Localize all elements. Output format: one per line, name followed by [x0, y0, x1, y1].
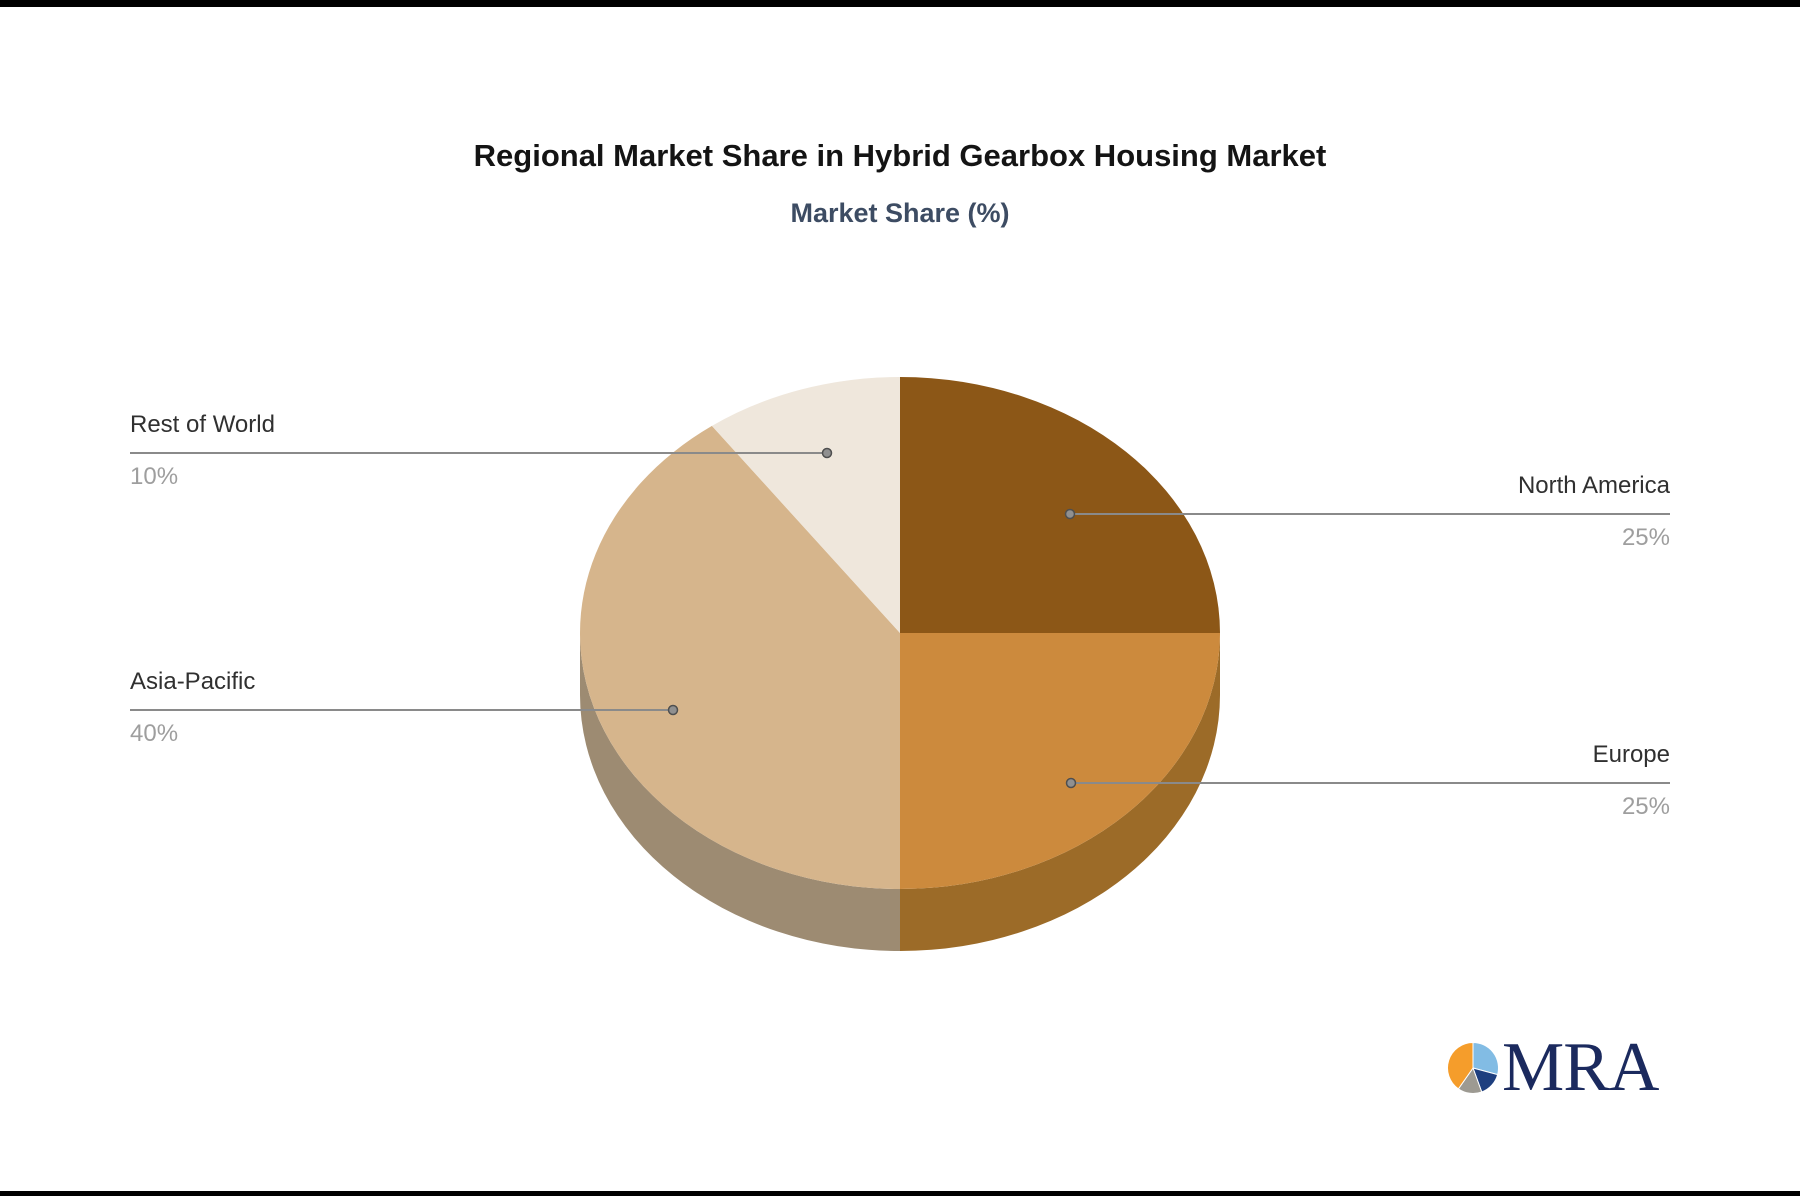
pie-logo-icon: [1447, 1041, 1499, 1094]
logo-text: MRA: [1502, 1029, 1659, 1106]
pie-3d-sides: [580, 633, 1220, 951]
slice-label-asia-pacific: Asia-Pacific: [130, 668, 256, 695]
callout-north-america: North America 25%: [1518, 472, 1670, 552]
slice-value-europe: 25%: [1621, 793, 1670, 820]
callout-europe: Europe 25%: [1593, 741, 1670, 821]
slice-value-rest-of-world: 10%: [130, 463, 179, 490]
callout-asia-pacific: Asia-Pacific 40%: [130, 668, 255, 748]
slice-value-asia-pacific: 40%: [130, 720, 179, 747]
leader-lines: [130, 447, 1670, 789]
callout-rest-of-world: Rest of World 10%: [130, 411, 275, 491]
logo-slice-light-blue: [1472, 1041, 1499, 1076]
pie-slice-europe: [900, 633, 1220, 889]
slice-value-north-america: 25%: [1621, 524, 1670, 551]
leader-dot-north-america: [1064, 508, 1076, 520]
pie-slices: [580, 377, 1220, 889]
pie-side-asia-pacific: [580, 633, 900, 951]
leader-dot-rest-of-world: [821, 447, 833, 459]
slice-label-north-america: North America: [1517, 472, 1670, 499]
mra-logo: MRA: [1446, 1029, 1659, 1106]
leader-dot-europe: [1065, 777, 1077, 789]
slice-label-europe: Europe: [1592, 741, 1670, 768]
pie-side-europe: [900, 633, 1220, 951]
pie-slice-north-america: [900, 377, 1220, 633]
chart-subtitle: Market Share (%): [790, 198, 1010, 228]
leader-dot-asia-pacific: [667, 704, 679, 716]
slice-label-rest-of-world: Rest of World: [130, 411, 275, 438]
top-edge-bar: [0, 0, 1800, 7]
chart-title: Regional Market Share in Hybrid Gearbox …: [473, 138, 1327, 173]
bottom-edge-bar: [0, 1191, 1800, 1196]
pie-slice-rest-of-world: [711, 377, 900, 633]
logo-slice-orange: [1447, 1041, 1474, 1090]
pie-slice-asia-pacific: [580, 425, 900, 889]
